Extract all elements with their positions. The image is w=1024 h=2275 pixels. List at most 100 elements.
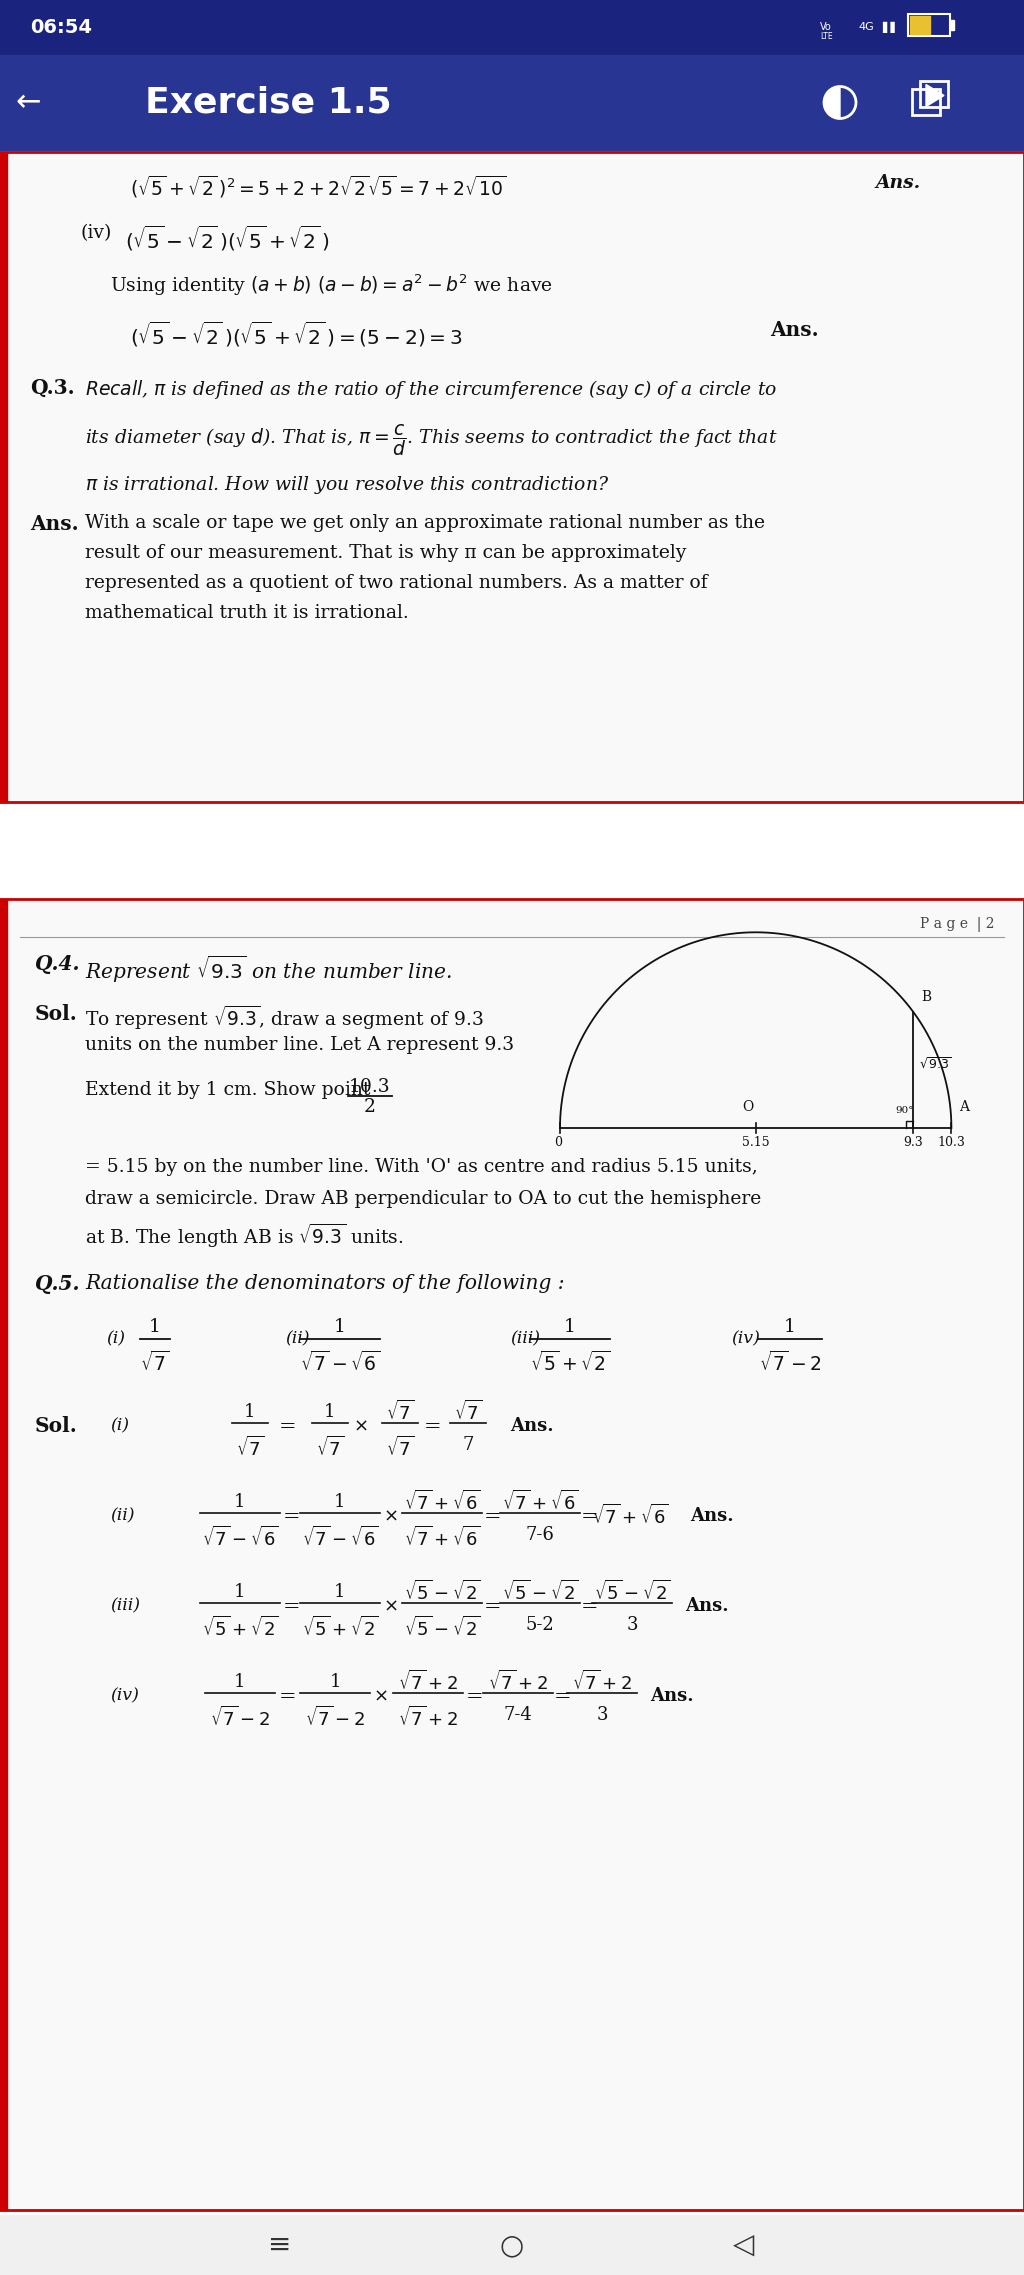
Text: Ans.: Ans. — [510, 1417, 554, 1436]
Text: $\sqrt{5}+\sqrt{2}$: $\sqrt{5}+\sqrt{2}$ — [301, 1615, 379, 1640]
Text: (iii): (iii) — [510, 1331, 540, 1347]
Text: 1: 1 — [334, 1583, 346, 1602]
Text: $\sqrt{9.3}$: $\sqrt{9.3}$ — [920, 1056, 952, 1072]
Text: Ans.: Ans. — [650, 1688, 693, 1704]
Text: 1: 1 — [564, 1317, 575, 1335]
Text: LTE: LTE — [820, 32, 833, 41]
Text: 0: 0 — [554, 1135, 562, 1149]
Text: 90°: 90° — [895, 1106, 913, 1115]
Text: Q.3.: Q.3. — [30, 378, 75, 398]
Text: $\sqrt{7}+2$: $\sqrt{7}+2$ — [571, 1670, 632, 1695]
Text: $\pi$ is irrational. How will you resolve this contradiction?: $\pi$ is irrational. How will you resolv… — [85, 473, 609, 496]
Text: 10.3: 10.3 — [937, 1135, 966, 1149]
Text: $\sqrt{5}+\sqrt{2}$: $\sqrt{5}+\sqrt{2}$ — [202, 1615, 279, 1640]
Text: $\sqrt{7}-2$: $\sqrt{7}-2$ — [759, 1351, 821, 1374]
Text: With a scale or tape we get only an approximate rational number as the: With a scale or tape we get only an appr… — [85, 514, 765, 532]
Text: Exercise 1.5: Exercise 1.5 — [145, 86, 391, 121]
Bar — [0, 899, 1024, 2209]
Text: 7-6: 7-6 — [525, 1527, 554, 1545]
Text: $(\sqrt{5}-\sqrt{2}\,)(\sqrt{5}+\sqrt{2}\,) = (5 - 2) = 3$: $(\sqrt{5}-\sqrt{2}\,)(\sqrt{5}+\sqrt{2}… — [130, 321, 463, 348]
Text: Ans.: Ans. — [770, 321, 818, 339]
Text: = 5.15 by on the number line. With 'O' as centre and radius 5.15 units,: = 5.15 by on the number line. With 'O' a… — [85, 1158, 758, 1176]
Text: (ii): (ii) — [286, 1331, 310, 1347]
Text: =: = — [582, 1597, 599, 1615]
Text: =: = — [554, 1686, 571, 1706]
Text: =: = — [466, 1686, 483, 1706]
Text: 9.3: 9.3 — [903, 1135, 924, 1149]
Text: result of our measurement. That is why π can be approximately: result of our measurement. That is why π… — [85, 544, 686, 562]
Text: 06:54: 06:54 — [30, 18, 92, 36]
Text: B: B — [922, 990, 932, 1003]
Text: ←: ← — [15, 89, 41, 116]
Text: $\sqrt{7}+2$: $\sqrt{7}+2$ — [487, 1670, 548, 1695]
Wedge shape — [825, 86, 840, 118]
Text: 1: 1 — [150, 1317, 161, 1335]
Text: $(\sqrt{5}-\sqrt{2}\,)(\sqrt{5}+\sqrt{2}\,)$: $(\sqrt{5}-\sqrt{2}\,)(\sqrt{5}+\sqrt{2}… — [125, 223, 330, 253]
Text: (iii): (iii) — [110, 1597, 140, 1615]
Bar — [0, 0, 1024, 55]
Text: $\sqrt{7}$: $\sqrt{7}$ — [386, 1436, 414, 1461]
Text: =: = — [582, 1506, 599, 1527]
Text: 4G: 4G — [858, 23, 873, 32]
Text: mathematical truth it is irrational.: mathematical truth it is irrational. — [85, 603, 409, 621]
Text: Sol.: Sol. — [35, 1415, 78, 1436]
Text: $\sqrt{7}$: $\sqrt{7}$ — [140, 1351, 170, 1374]
Text: (ii): (ii) — [110, 1508, 134, 1524]
Text: 1: 1 — [245, 1404, 256, 1422]
Text: (iv): (iv) — [731, 1331, 760, 1347]
Text: $\sqrt{7}+\sqrt{6}$: $\sqrt{7}+\sqrt{6}$ — [502, 1490, 579, 1515]
Text: $\sqrt{7}-\sqrt{6}$: $\sqrt{7}-\sqrt{6}$ — [202, 1527, 279, 1549]
Text: Ans.: Ans. — [685, 1597, 729, 1615]
Text: =: = — [424, 1417, 441, 1436]
Text: =: = — [484, 1506, 502, 1527]
Text: $\times$: $\times$ — [383, 1506, 397, 1524]
Text: 1: 1 — [784, 1317, 796, 1335]
Text: $\sqrt{7}+2$: $\sqrt{7}+2$ — [398, 1706, 458, 1731]
Bar — [0, 2216, 1024, 2275]
Text: $\sqrt{5}-\sqrt{2}$: $\sqrt{5}-\sqrt{2}$ — [594, 1579, 671, 1604]
Text: Rationalise the denominators of the following :: Rationalise the denominators of the foll… — [85, 1274, 564, 1292]
Text: $\sqrt{7}+\sqrt{6}$: $\sqrt{7}+\sqrt{6}$ — [403, 1527, 480, 1549]
Text: $\sqrt{5}-\sqrt{2}$: $\sqrt{5}-\sqrt{2}$ — [403, 1579, 480, 1604]
Text: 1: 1 — [234, 1672, 246, 1690]
Text: draw a semicircle. Draw AB perpendicular to OA to cut the hemisphere: draw a semicircle. Draw AB perpendicular… — [85, 1190, 761, 1208]
Text: 3: 3 — [627, 1615, 638, 1633]
Text: at B. The length AB is $\sqrt{9.3}$ units.: at B. The length AB is $\sqrt{9.3}$ unit… — [85, 1222, 403, 1251]
Text: 1: 1 — [330, 1672, 341, 1690]
Text: Ans.: Ans. — [874, 173, 921, 191]
Text: $Recall$, $\pi$ is defined as the ratio of the circumference (say $c$) of a circ: $Recall$, $\pi$ is defined as the ratio … — [85, 378, 777, 400]
Text: O: O — [742, 1101, 754, 1115]
Text: =: = — [280, 1417, 297, 1436]
Bar — [0, 899, 1024, 2209]
Polygon shape — [926, 84, 944, 107]
Text: $\sqrt{5}-\sqrt{2}$: $\sqrt{5}-\sqrt{2}$ — [403, 1615, 480, 1640]
Bar — [950, 20, 954, 30]
Text: Sol.: Sol. — [35, 1003, 78, 1024]
Text: represented as a quotient of two rational numbers. As a matter of: represented as a quotient of two rationa… — [85, 573, 708, 592]
Bar — [0, 152, 1024, 803]
Text: P a g e  | 2: P a g e | 2 — [921, 917, 995, 933]
Text: $\sqrt{7}$: $\sqrt{7}$ — [386, 1399, 414, 1424]
Text: $\sqrt{7}+\sqrt{6}$: $\sqrt{7}+\sqrt{6}$ — [592, 1504, 669, 1529]
Text: $\times$: $\times$ — [373, 1688, 387, 1704]
Text: 3: 3 — [596, 1706, 608, 1724]
Text: $\sqrt{7}-\sqrt{6}$: $\sqrt{7}-\sqrt{6}$ — [300, 1351, 380, 1374]
Text: 7: 7 — [462, 1436, 474, 1454]
Bar — [0, 899, 7, 2209]
Text: =: = — [284, 1506, 301, 1527]
Text: ▌▌: ▌▌ — [882, 23, 899, 34]
Text: 10.3: 10.3 — [349, 1078, 391, 1097]
Text: Q.5.: Q.5. — [35, 1274, 80, 1294]
Text: Extend it by 1 cm. Show point: Extend it by 1 cm. Show point — [85, 1081, 371, 1099]
Bar — [0, 55, 1024, 150]
Text: $\times$: $\times$ — [352, 1417, 368, 1436]
Text: Using identity $(a + b)$ $(a - b) = a^2 - b^2$ we have: Using identity $(a + b)$ $(a - b) = a^2 … — [110, 273, 553, 298]
Text: 7-4: 7-4 — [504, 1706, 532, 1724]
Text: 1: 1 — [234, 1492, 246, 1511]
Text: $\times$: $\times$ — [383, 1597, 397, 1615]
Text: Q.4.: Q.4. — [35, 953, 80, 974]
Bar — [910, 16, 930, 34]
Text: 1: 1 — [334, 1492, 346, 1511]
Text: =: = — [284, 1597, 301, 1615]
Text: units on the number line. Let A represent 9.3: units on the number line. Let A represen… — [85, 1035, 514, 1053]
